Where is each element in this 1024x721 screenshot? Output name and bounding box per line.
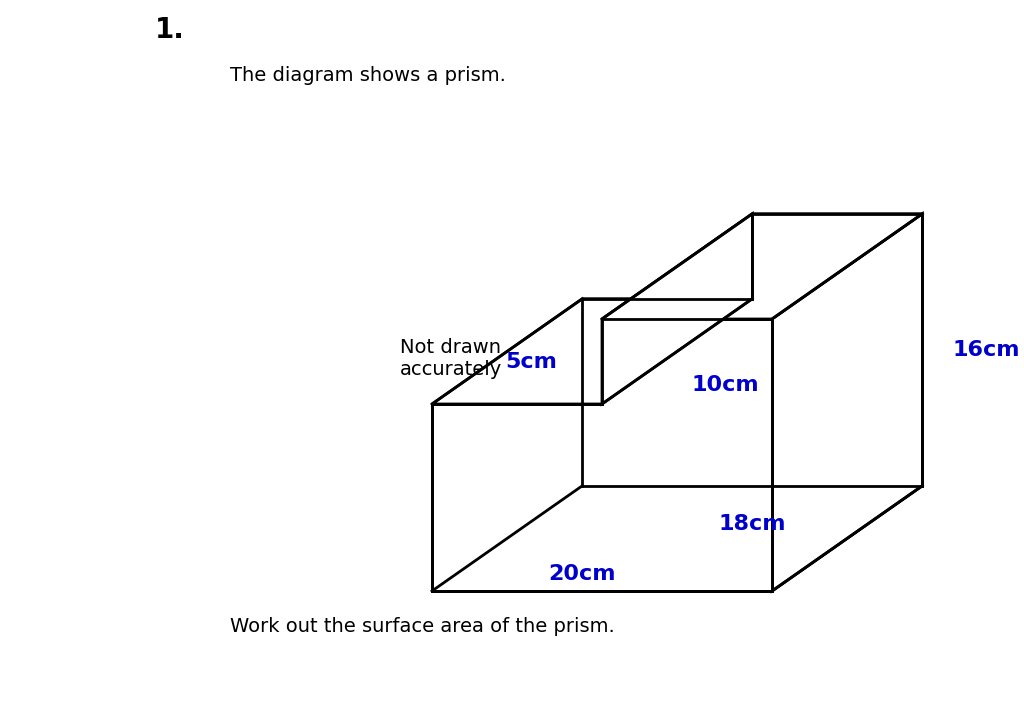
Text: Not drawn
accurately: Not drawn accurately [400, 338, 503, 379]
Polygon shape [432, 319, 772, 591]
Polygon shape [602, 213, 923, 319]
Text: 16cm: 16cm [952, 340, 1020, 360]
Text: 10cm: 10cm [692, 375, 760, 394]
Polygon shape [602, 213, 753, 404]
Polygon shape [432, 486, 923, 591]
Polygon shape [772, 213, 923, 591]
Polygon shape [432, 298, 753, 404]
Text: 18cm: 18cm [719, 513, 786, 534]
Text: Work out the surface area of the prism.: Work out the surface area of the prism. [230, 617, 614, 636]
Text: 5cm: 5cm [505, 352, 557, 371]
Text: 20cm: 20cm [548, 564, 615, 583]
Polygon shape [583, 213, 923, 486]
Text: The diagram shows a prism.: The diagram shows a prism. [230, 66, 506, 85]
Text: 1.: 1. [155, 16, 185, 44]
